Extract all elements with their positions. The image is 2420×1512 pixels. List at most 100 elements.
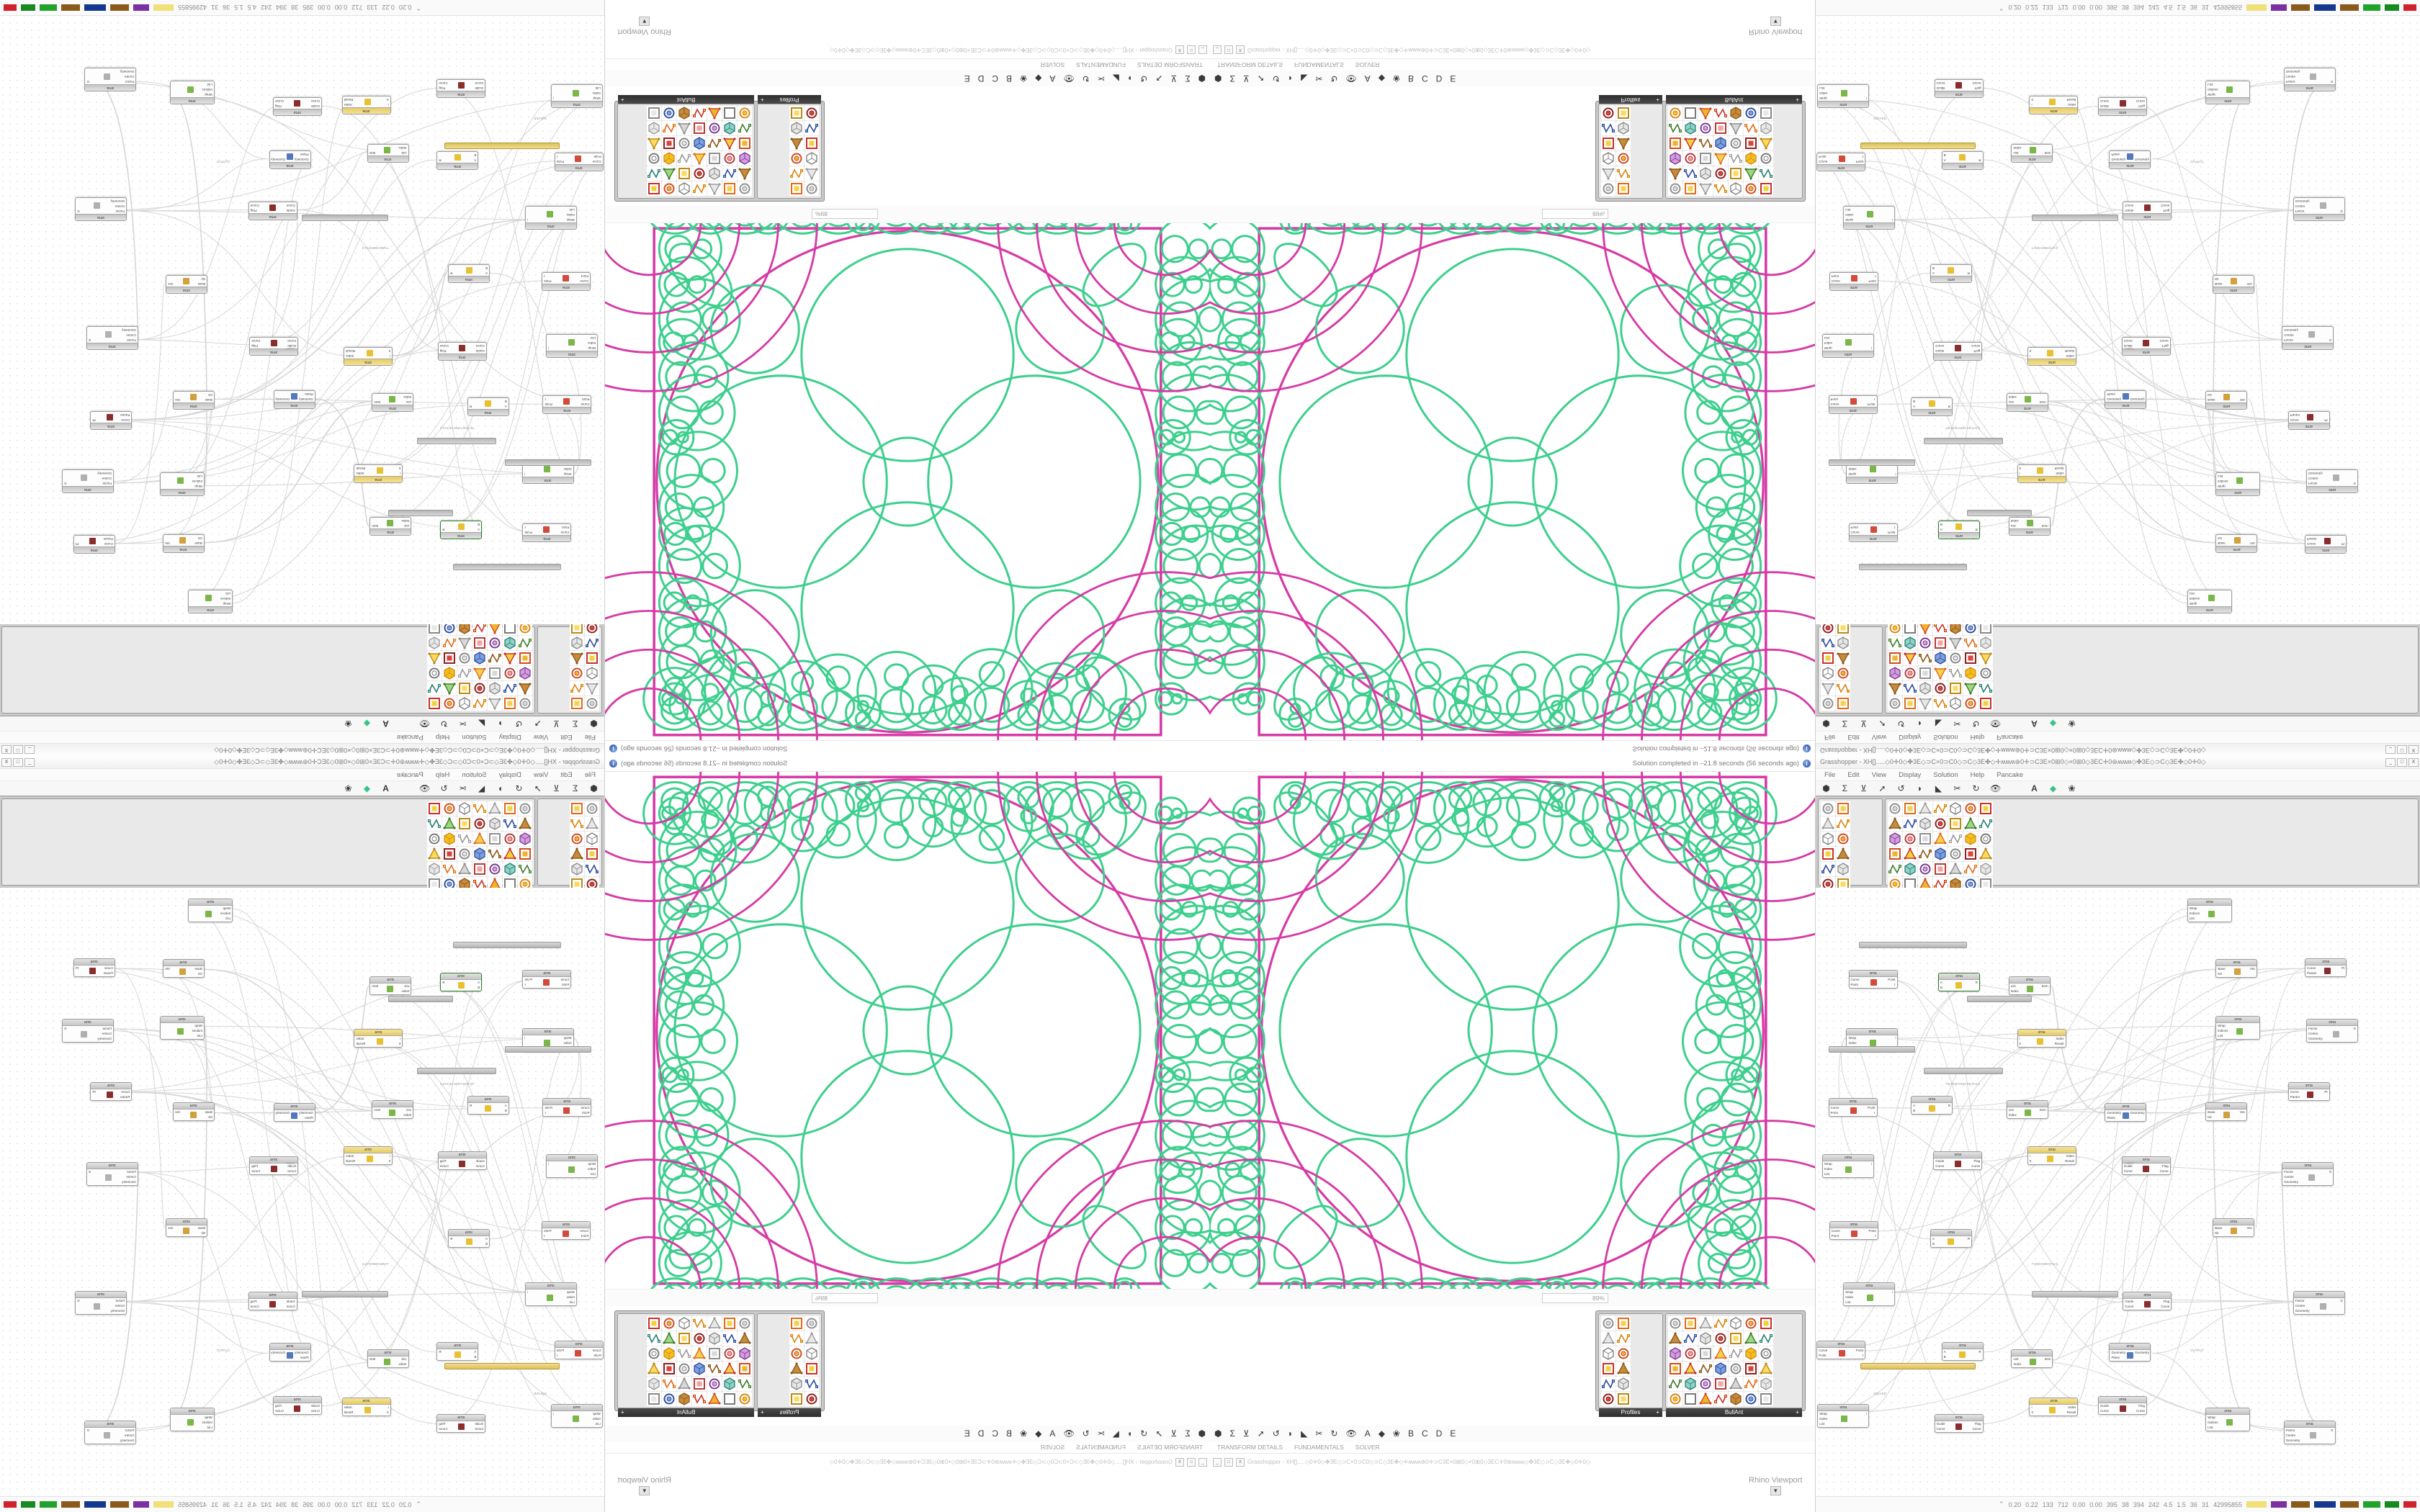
bullant-component-icon-5[interactable] (1963, 696, 1978, 711)
gh-input-pins[interactable]: Curve Point (578, 273, 590, 284)
bullant-component-icon-28[interactable] (1888, 636, 1902, 650)
profiles-component-icon-8[interactable] (1601, 121, 1615, 135)
gh-input-pin[interactable]: Factor (2285, 1428, 2295, 1432)
bullant-component-icon-16[interactable] (1698, 151, 1713, 166)
menu-solution[interactable]: Solution (462, 770, 487, 779)
gh-output-pins[interactable]: Point t (1867, 273, 1877, 284)
bullant-component-icon-16[interactable] (488, 832, 502, 846)
bullant-component-icon-4[interactable] (1729, 181, 1743, 196)
close-button[interactable]: X (2408, 745, 2419, 755)
gha-refresh-icon[interactable] (969, 1292, 982, 1304)
note-icon[interactable] (1631, 1292, 1643, 1304)
gh-component[interactable]: sma Factor Centre Geometry G (61, 469, 114, 493)
gh-input-pin[interactable]: Base (2215, 1226, 2223, 1230)
bullant-component-icon-27[interactable] (427, 651, 442, 665)
gh-output-pins[interactable]: R (1942, 1103, 1952, 1114)
grey-cyl-icon[interactable] (1073, 208, 1085, 220)
gh-output-pin[interactable]: Pt (2341, 966, 2345, 971)
rendered-sphere-icon[interactable] (1248, 1292, 1260, 1304)
gh-output-pins[interactable]: Flag Curve (274, 98, 285, 109)
gh-input-pin[interactable]: Curve (2307, 541, 2316, 546)
bullant-component-icon-9[interactable] (1918, 816, 1932, 831)
gh-input-pins[interactable]: Base Dir (197, 1225, 207, 1236)
gh-component[interactable]: sma i 0 Index Result (354, 464, 403, 484)
gh-output-pins[interactable]: Point t (555, 1348, 565, 1359)
rhino-viewport-label-group[interactable]: Rhino Viewport ▼ (1749, 17, 1802, 36)
grasshopper-menubar[interactable]: File Edit View Display Solution Help Pan… (0, 731, 604, 743)
vector-arrow-icon[interactable]: ➚ (1155, 73, 1163, 84)
profiles-component-icon-6[interactable] (1821, 651, 1835, 665)
gh-output-pin[interactable]: t (524, 525, 526, 529)
gh-component[interactable]: sma Factor Centre Geometry G (2283, 68, 2336, 92)
gh-output-pin[interactable]: i (524, 472, 525, 477)
bullant-component-icon-30[interactable] (1918, 862, 1932, 876)
menu-display[interactable]: Display (498, 770, 521, 779)
params-hexagon-icon[interactable]: ⬢ (1822, 783, 1830, 793)
surface-patch-icon[interactable]: ◗ (1917, 719, 1923, 729)
gh-output-pins[interactable]: Vec (163, 966, 173, 977)
bullant-component-icon-15[interactable] (722, 1346, 737, 1361)
bullant-component-icon-7[interactable] (518, 681, 532, 696)
gh-input-pin[interactable]: Guide (1936, 86, 1945, 91)
gh-output-pins[interactable] (171, 1415, 180, 1431)
vector-arrow-icon[interactable]: ➚ (534, 783, 542, 793)
close-button[interactable]: X (1236, 45, 1245, 55)
extra-e-icon[interactable]: E (964, 73, 970, 84)
gh-input-pin[interactable]: Wrap (1845, 217, 1853, 222)
gh-output-pin[interactable]: Flag (1973, 348, 1981, 353)
bullant-component-icon-13[interactable] (1978, 681, 1993, 696)
gh-input-pin[interactable]: Base (197, 282, 205, 286)
menu-solution[interactable]: Solution (1933, 770, 1958, 779)
gh-input-pin[interactable]: Guide (475, 1159, 485, 1164)
gh-input-pin[interactable]: Curve (581, 402, 590, 407)
gh-input-pin[interactable]: Base (205, 397, 212, 402)
gh-input-pins[interactable]: Guide Curve (1934, 343, 1945, 354)
gh-output-pins[interactable]: R (1942, 398, 1952, 409)
bullant-component-icon-23[interactable] (1918, 847, 1932, 861)
bullant-component-icon-12[interactable] (1744, 166, 1758, 181)
profiles-component-icon-7[interactable] (1616, 1362, 1631, 1376)
gh-component[interactable]: sma Curve Point Point t (1848, 523, 1898, 542)
profiles-component-icon-1[interactable] (1616, 1316, 1631, 1331)
gh-output-pin[interactable]: Vec (174, 1110, 181, 1115)
maths-sigma-icon[interactable]: Σ (1842, 719, 1848, 729)
gh-output-pin[interactable]: Curve (1971, 343, 1981, 348)
gh-output-pins[interactable]: Geometry (2133, 1350, 2151, 1361)
palette-profiles[interactable]: Profiles + (1598, 1313, 1663, 1417)
rendered-sphere-icon[interactable] (1160, 1292, 1172, 1304)
gh-input-pin[interactable]: Geometry (2107, 1110, 2122, 1115)
gh-input-pin[interactable]: List (401, 1357, 407, 1362)
gh-output-pin[interactable]: i (548, 346, 550, 350)
gh-param-slab[interactable] (1859, 564, 1967, 570)
gh-component[interactable]: sma A B R (467, 397, 509, 416)
intersect-scissors-icon[interactable]: ✂ (459, 719, 467, 729)
gh-input-pin[interactable]: List (595, 86, 601, 91)
gh-input-pin[interactable]: List (2008, 1108, 2014, 1112)
profiles-component-icon-2[interactable] (1821, 681, 1835, 696)
bullant-component-icon-23[interactable] (707, 1362, 722, 1376)
gh-input-pins[interactable]: Base Dir (2213, 276, 2223, 287)
palette-bullant-plus[interactable]: + (621, 96, 624, 103)
gh-input-pins[interactable]: Curve Point (591, 153, 603, 164)
gh-input-pin[interactable]: B (1932, 1241, 1935, 1246)
gh-input-pin[interactable]: Curve (560, 978, 570, 982)
bullant-component-icon-2[interactable] (1918, 696, 1932, 711)
bullant-component-icon-20[interactable] (647, 151, 661, 166)
bullant-component-icon-22[interactable] (503, 651, 517, 665)
gh-input-pins[interactable]: List Index (2007, 1107, 2018, 1118)
curve-spiral-icon[interactable]: ↺ (1272, 73, 1280, 84)
shaded-sphere-icon[interactable] (1177, 1292, 1189, 1304)
profiles-component-icon-3[interactable] (1616, 166, 1631, 181)
bullant-component-icon-0[interactable] (1668, 1316, 1682, 1331)
bullant-component-icon-34[interactable] (1978, 636, 1993, 650)
gh-input-pin[interactable]: Indices (2208, 88, 2218, 92)
gh-input-pins[interactable]: Curve Point (559, 524, 570, 535)
curve-spiral-icon[interactable]: ↺ (1897, 719, 1905, 729)
gh-input-pin[interactable]: Plane (2107, 392, 2115, 397)
profiles-component-icon-0[interactable] (805, 1316, 819, 1331)
profiles-component-icon-3[interactable] (789, 1331, 804, 1346)
gh-output-pin[interactable]: G (77, 1299, 80, 1303)
palette-profiles-plus[interactable]: + (761, 96, 764, 103)
